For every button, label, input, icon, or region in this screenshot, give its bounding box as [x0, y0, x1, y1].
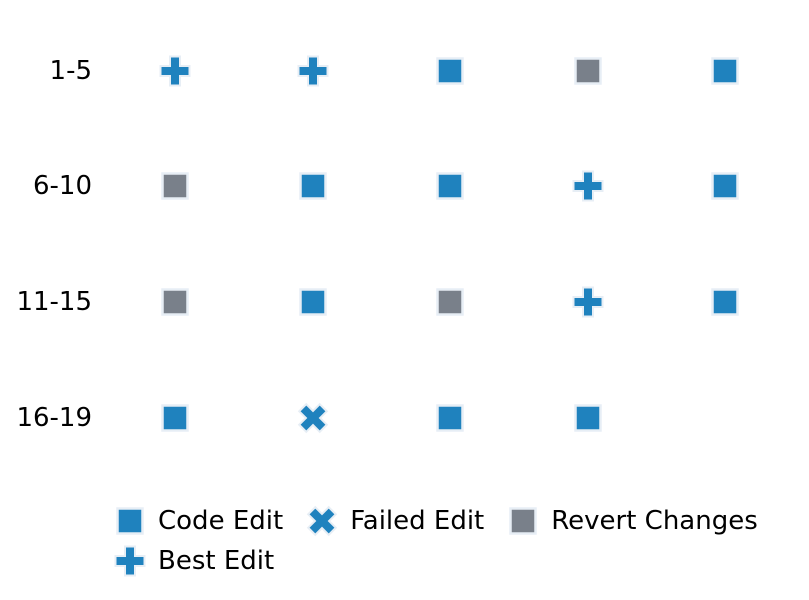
square-glyph: [509, 507, 537, 535]
square-glyph: [711, 287, 739, 316]
square-glyph: [116, 507, 144, 535]
row-label: 6-10: [32, 171, 92, 202]
marker-code-edit: [708, 54, 742, 88]
square-glyph: [573, 404, 602, 432]
square-glyph: [436, 404, 464, 432]
marker-best-edit: [158, 54, 192, 88]
marker-revert-changes: [158, 285, 192, 319]
marker-best-edit: [571, 169, 605, 203]
marker-code-edit: [296, 285, 330, 319]
square-glyph: [573, 57, 602, 85]
marker-code-edit: [708, 169, 742, 203]
square-glyph: [161, 172, 189, 201]
legend-item-failed-edit: Failed Edit: [305, 504, 484, 538]
legend-marker-x: [305, 504, 339, 538]
marker-code-edit: [433, 401, 467, 435]
marker-revert-changes: [433, 285, 467, 319]
row-label: 16-19: [16, 403, 92, 433]
legend-label: Revert Changes: [551, 506, 758, 536]
marker-code-edit: [708, 285, 742, 319]
row-label: 11-15: [16, 286, 92, 317]
legend-label: Code Edit: [158, 506, 284, 536]
legend-marker-plus: [113, 544, 147, 578]
x-glyph: [297, 402, 328, 434]
legend-marker-square: [113, 504, 147, 538]
x-glyph: [306, 505, 338, 537]
plus-glyph: [572, 286, 603, 318]
legend: Code Edit Failed Edit Revert Changes Best E…: [113, 504, 809, 578]
legend-item-revert-changes: Revert Changes: [506, 504, 758, 538]
marker-best-edit: [296, 54, 330, 88]
marker-revert-changes: [158, 169, 192, 203]
square-glyph: [436, 57, 464, 85]
plus-glyph: [572, 170, 603, 202]
plus-glyph: [159, 55, 191, 87]
plus-glyph: [297, 55, 328, 87]
marker-code-edit: [571, 401, 605, 435]
square-glyph: [711, 57, 739, 85]
legend-item-code-edit: Code Edit: [113, 504, 283, 538]
square-glyph: [161, 404, 189, 432]
plus-glyph: [114, 545, 146, 577]
marker-code-edit: [158, 401, 192, 435]
marker-best-edit: [571, 285, 605, 319]
legend-label: Best Edit: [158, 546, 275, 576]
legend-marker-square: [506, 504, 540, 538]
square-glyph: [436, 172, 464, 201]
legend-label: Failed Edit: [350, 506, 485, 536]
row-label: 1-5: [49, 56, 92, 86]
marker-failed-edit: [296, 401, 330, 435]
marker-revert-changes: [571, 54, 605, 88]
square-glyph: [436, 287, 464, 316]
square-glyph: [298, 287, 327, 316]
square-glyph: [161, 287, 189, 316]
marker-code-edit: [433, 169, 467, 203]
square-glyph: [711, 172, 739, 201]
legend-item-best-edit: Best Edit: [113, 544, 274, 578]
marker-code-edit: [433, 54, 467, 88]
marker-code-edit: [296, 169, 330, 203]
square-glyph: [298, 172, 327, 201]
